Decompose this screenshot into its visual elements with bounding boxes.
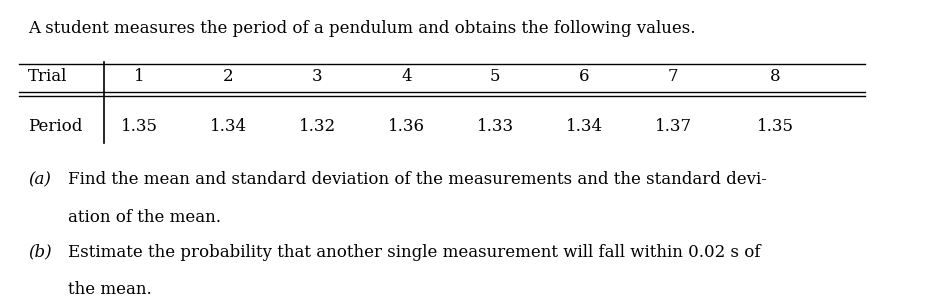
Text: 1.37: 1.37 — [654, 118, 692, 135]
Text: 1.36: 1.36 — [387, 118, 425, 135]
Text: Period: Period — [28, 118, 83, 135]
Text: 1.32: 1.32 — [298, 118, 336, 135]
Text: 6: 6 — [579, 68, 590, 85]
Text: Find the mean and standard deviation of the measurements and the standard devi-: Find the mean and standard deviation of … — [68, 171, 767, 188]
Text: the mean.: the mean. — [68, 281, 152, 298]
Text: 1: 1 — [134, 68, 145, 85]
Text: Trial: Trial — [28, 68, 68, 85]
Text: 1.34: 1.34 — [210, 118, 247, 135]
Text: 1.33: 1.33 — [476, 118, 514, 135]
Text: A student measures the period of a pendulum and obtains the following values.: A student measures the period of a pendu… — [28, 20, 695, 37]
Text: (b): (b) — [28, 243, 52, 260]
Text: (a): (a) — [28, 171, 51, 188]
Text: Estimate the probability that another single measurement will fall within 0.02 s: Estimate the probability that another si… — [68, 243, 761, 260]
Text: 8: 8 — [770, 68, 781, 85]
Text: 5: 5 — [490, 68, 501, 85]
Text: 1.35: 1.35 — [121, 118, 158, 135]
Text: 7: 7 — [668, 68, 679, 85]
Text: 2: 2 — [223, 68, 234, 85]
Text: 3: 3 — [312, 68, 323, 85]
Text: 1.34: 1.34 — [565, 118, 603, 135]
Text: 1.35: 1.35 — [757, 118, 794, 135]
Text: 4: 4 — [401, 68, 412, 85]
Text: ation of the mean.: ation of the mean. — [68, 209, 222, 226]
